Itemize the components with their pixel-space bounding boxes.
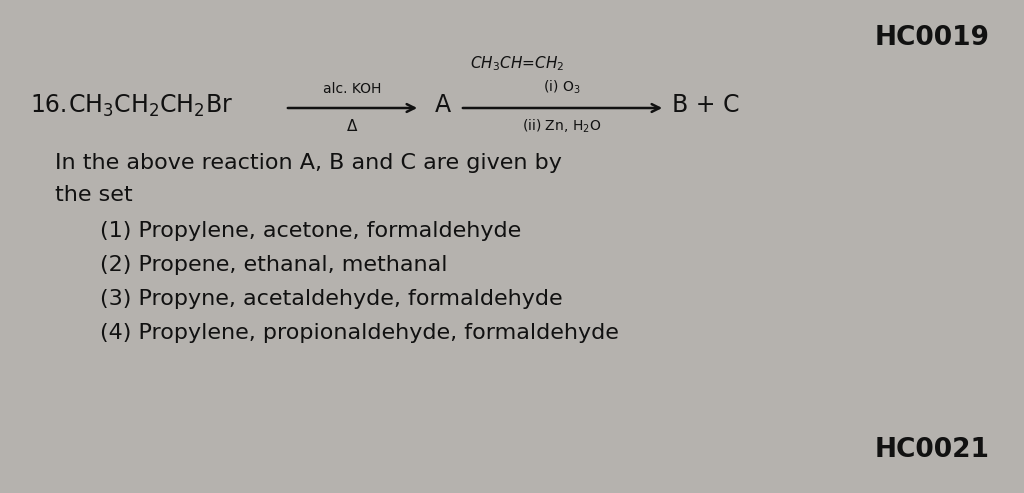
Text: (2) Propene, ethanal, methanal: (2) Propene, ethanal, methanal — [100, 255, 447, 275]
Text: (i) O$_3$: (i) O$_3$ — [544, 78, 581, 96]
Text: $\Delta$: $\Delta$ — [346, 118, 358, 134]
Text: alc. KOH: alc. KOH — [323, 82, 381, 96]
Text: (1) Propylene, acetone, formaldehyde: (1) Propylene, acetone, formaldehyde — [100, 221, 521, 241]
Text: CH$_3$CH$_2$CH$_2$Br: CH$_3$CH$_2$CH$_2$Br — [68, 93, 233, 119]
Text: CH$_3$CH=CH$_2$: CH$_3$CH=CH$_2$ — [470, 54, 564, 73]
Text: (ii) Zn, H$_2$O: (ii) Zn, H$_2$O — [522, 118, 602, 136]
Text: A: A — [435, 93, 452, 117]
Text: In the above reaction A, B and C are given by: In the above reaction A, B and C are giv… — [55, 153, 562, 173]
Text: HC0021: HC0021 — [874, 437, 990, 463]
Text: 16.: 16. — [30, 93, 68, 117]
Text: (3) Propyne, acetaldehyde, formaldehyde: (3) Propyne, acetaldehyde, formaldehyde — [100, 289, 562, 309]
Text: (4) Propylene, propionaldehyde, formaldehyde: (4) Propylene, propionaldehyde, formalde… — [100, 323, 618, 343]
Text: the set: the set — [55, 185, 133, 205]
Text: HC0019: HC0019 — [874, 25, 990, 51]
Text: B + C: B + C — [672, 93, 739, 117]
